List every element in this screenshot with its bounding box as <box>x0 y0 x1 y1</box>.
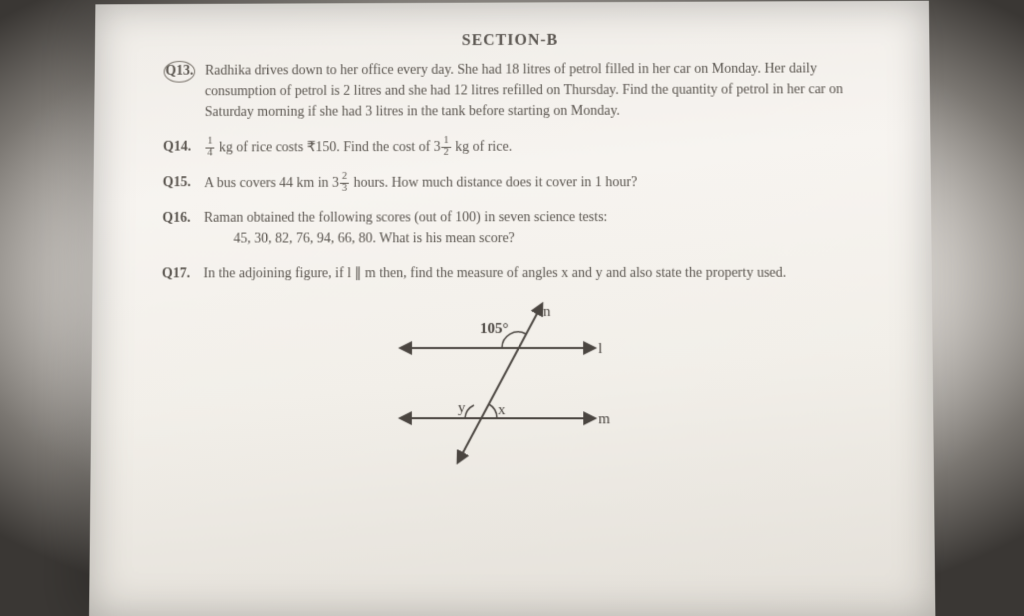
q14-number: Q14. <box>163 137 191 158</box>
label-y: y <box>458 400 466 416</box>
label-x: x <box>498 402 506 418</box>
q17-text: In the adjoining figure, if l ∥ m then, … <box>203 266 786 282</box>
q13-number: Q13. <box>164 61 196 83</box>
question-15: Q15. A bus covers 44 km in 323 hours. Ho… <box>163 171 861 194</box>
q16-line2: 45, 30, 82, 76, 94, 66, 80. What is his … <box>204 231 515 246</box>
question-16: Q16. Raman obtained the following scores… <box>162 207 861 250</box>
label-l: l <box>598 341 602 357</box>
label-m: m <box>598 411 610 427</box>
question-14: Q14. 14 kg of rice costs ₹150. Find the … <box>163 135 860 159</box>
parallel-lines-diagram: 105° n l m x y <box>380 298 641 469</box>
q16-line1: Raman obtained the following scores (out… <box>204 210 608 226</box>
photo-backdrop: SECTION-B Q13. Radhika drives down to he… <box>0 0 1024 616</box>
question-17: Q17. In the adjoining figure, if l ∥ m t… <box>162 263 861 285</box>
q16-number: Q16. <box>162 208 190 229</box>
exam-paper: SECTION-B Q13. Radhika drives down to he… <box>89 1 935 616</box>
label-n: n <box>543 304 551 320</box>
figure-q17: 105° n l m x y <box>160 298 863 474</box>
label-105: 105° <box>480 321 509 337</box>
q13-text: Radhika drives down to her office every … <box>205 62 843 120</box>
angle-arc-y <box>465 405 474 418</box>
section-heading: SECTION-B <box>164 31 859 51</box>
q15-number: Q15. <box>163 172 191 193</box>
q15-text: A bus covers 44 km in 323 hours. How muc… <box>204 175 637 191</box>
q17-number: Q17. <box>162 263 190 284</box>
question-13: Q13. Radhika drives down to her office e… <box>163 58 860 123</box>
angle-arc-x <box>489 404 497 418</box>
q14-text: 14 kg of rice costs ₹150. Find the cost … <box>204 140 512 156</box>
